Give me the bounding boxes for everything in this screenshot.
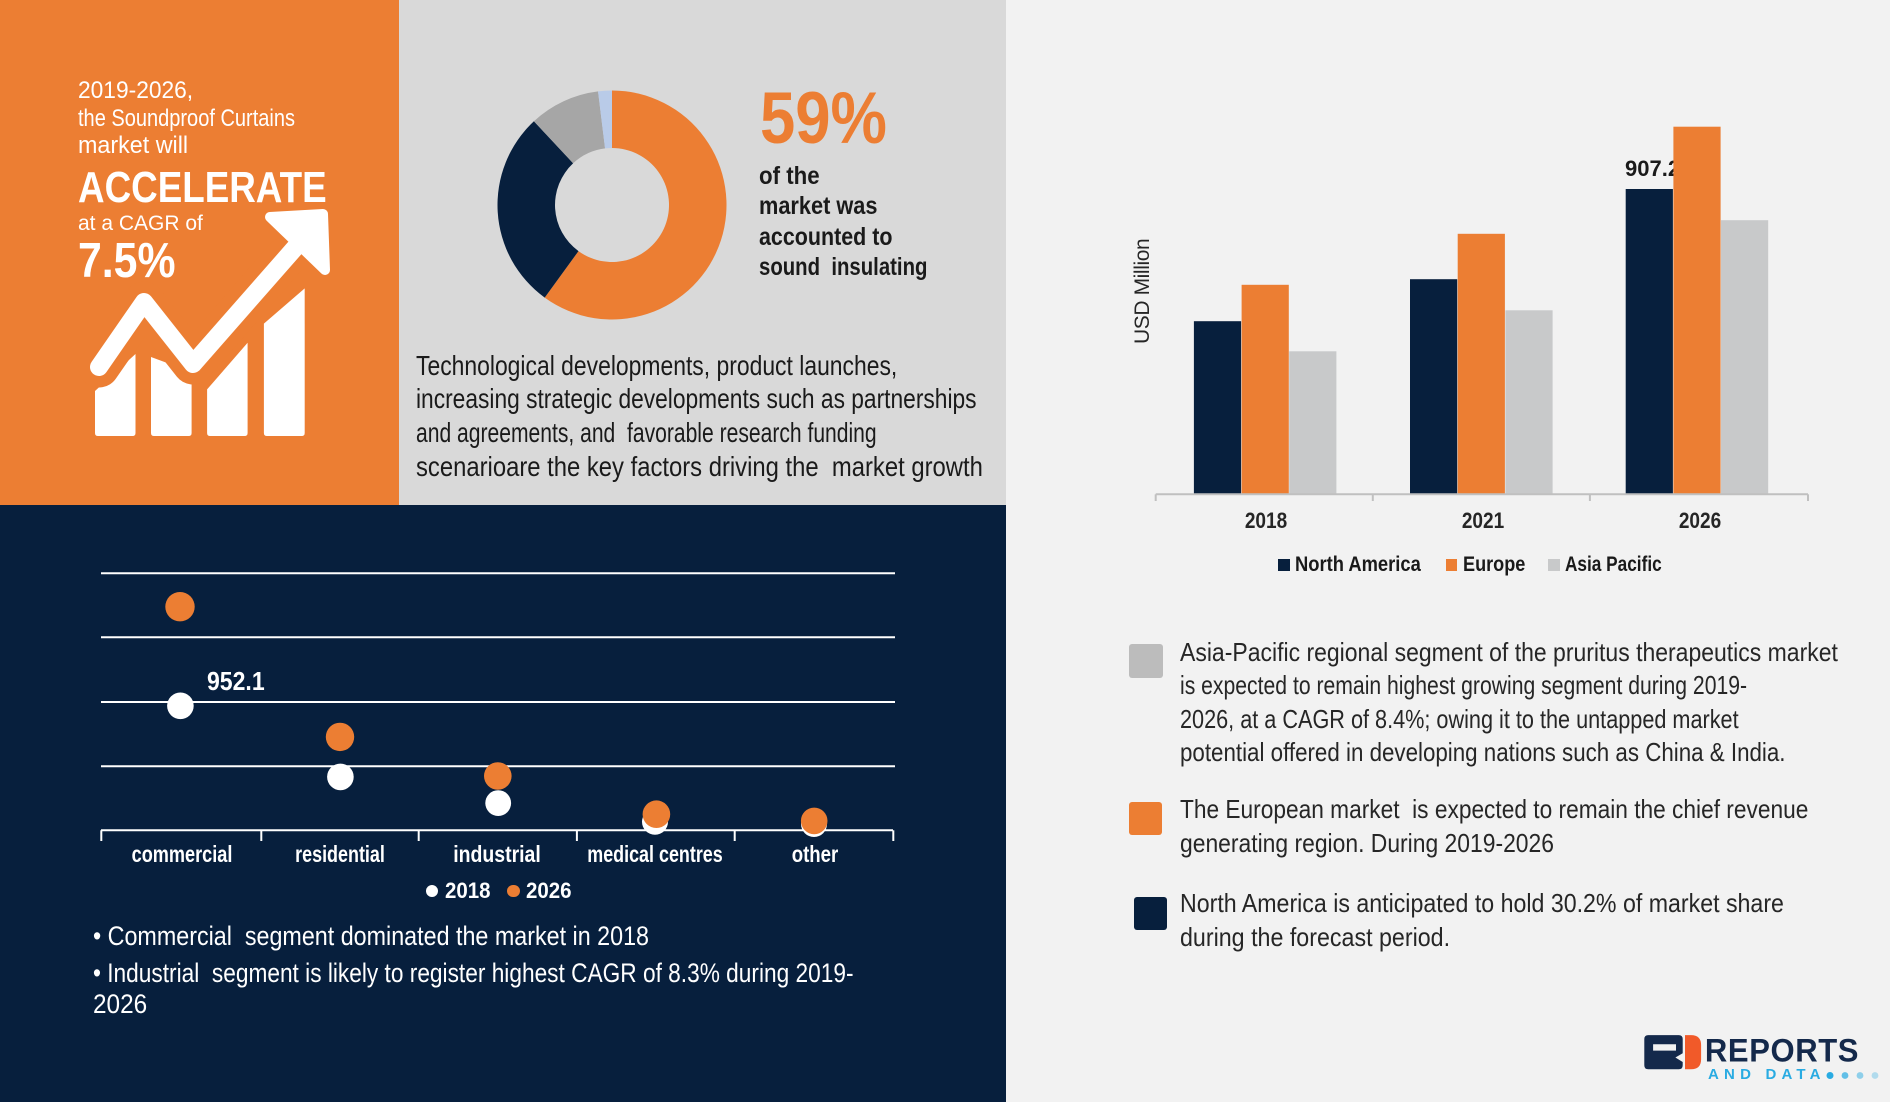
- svg-text:AND DATA: AND DATA: [1708, 1066, 1826, 1083]
- svg-text:REPORTS: REPORTS: [1705, 1032, 1859, 1069]
